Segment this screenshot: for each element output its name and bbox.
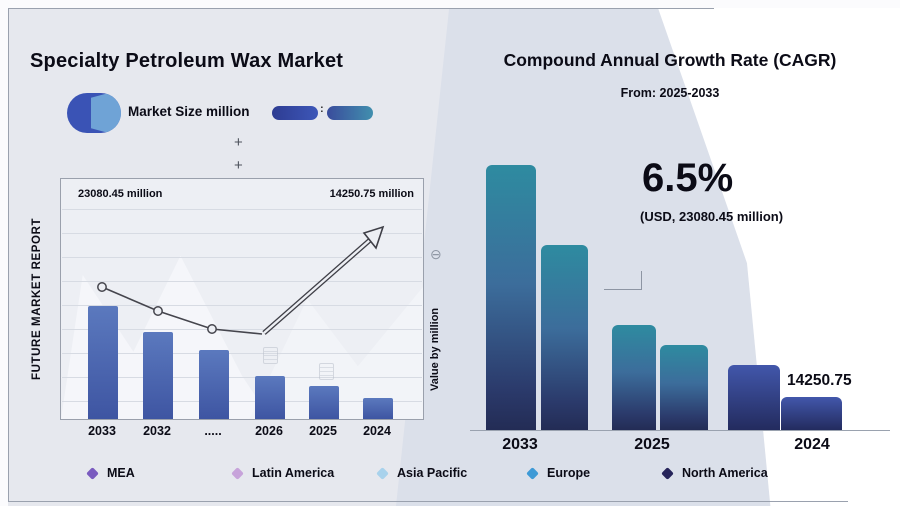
frame-border-top — [8, 8, 714, 9]
bracket-decoration — [641, 271, 642, 290]
x-axis-label: 2026 — [255, 424, 283, 438]
callout-value: 14250.75 — [787, 372, 852, 389]
document-icon — [263, 347, 278, 364]
plus-decoration: + — [234, 134, 243, 151]
x-axis-label: 2024 — [363, 424, 391, 438]
document-icon — [319, 363, 334, 380]
legend-pill-teal-icon — [327, 106, 373, 120]
plus-decoration: + — [234, 157, 243, 174]
left-chart-bar — [363, 398, 393, 419]
legend-label: Asia Pacific — [397, 466, 468, 480]
legend-diamond-icon — [526, 466, 539, 480]
legend-diamond-icon — [86, 466, 99, 480]
x-axis-label: 2033 — [88, 424, 116, 438]
x-axis-line — [470, 430, 890, 431]
cagr-bar — [486, 165, 536, 430]
chart-value-2024: 14250.75 million — [329, 188, 414, 200]
cagr-bar — [541, 245, 588, 430]
legend-item: Asia Pacific — [376, 466, 468, 480]
legend-label: MEA — [107, 466, 135, 480]
left-chart-bar — [309, 386, 339, 419]
bracket-decoration — [604, 289, 642, 290]
frame-border-bottom — [8, 501, 848, 502]
cagr-detail: (USD, 23080.45 million) — [640, 209, 784, 224]
legend-diamond-icon — [231, 466, 244, 480]
legend-label: Latin America — [252, 466, 335, 480]
x-axis-label: 2025 — [309, 424, 337, 438]
market-size-chart: 23080.45 million 14250.75 million — [60, 178, 424, 420]
legend-item: Latin America — [231, 466, 335, 480]
cagr-bar — [660, 345, 708, 430]
chart-value-2033: 23080.45 million — [78, 188, 163, 200]
hexagon-icon — [91, 93, 121, 133]
cagr-bar — [728, 365, 780, 430]
left-chart-bar — [199, 350, 229, 419]
market-size-label: Market Size million — [128, 104, 250, 119]
x-axis-label: 2025 — [634, 436, 670, 453]
legend-pill-dark-icon — [272, 106, 318, 120]
left-chart-bar — [88, 306, 118, 419]
bar-series — [61, 179, 423, 419]
page-title: Specialty Petroleum Wax Market — [30, 50, 344, 72]
left-chart-bar — [143, 332, 173, 419]
cagr-subtitle: From: 2025-2033 — [620, 86, 720, 100]
market-size-capsule-icon — [67, 93, 121, 133]
legend-item: MEA — [86, 466, 135, 480]
left-chart-bar — [255, 376, 285, 419]
pill-separator: : — [320, 103, 324, 115]
frame-border-left — [8, 8, 9, 502]
frame-margin-top — [0, 0, 900, 8]
cagr-bar — [781, 397, 842, 430]
y-axis-label: Value by million — [429, 307, 441, 391]
legend-label: North America — [682, 466, 768, 480]
circle-minus-icon: ⊖ — [430, 246, 442, 262]
cagr-bar — [612, 325, 656, 430]
legend-diamond-icon — [376, 466, 389, 480]
x-axis-label: 2024 — [794, 436, 830, 453]
x-axis-label: 2033 — [502, 436, 538, 453]
side-watermark-label: FUTURE MARKET REPORT — [31, 217, 43, 381]
x-axis-label: 2032 — [143, 424, 171, 438]
legend-item: Europe — [526, 466, 591, 480]
legend-diamond-icon — [661, 466, 674, 480]
frame-margin-left — [0, 0, 8, 506]
cagr-title: Compound Annual Growth Rate (CAGR) — [503, 50, 837, 70]
x-axis-label: ..... — [204, 424, 222, 438]
legend-item: North America — [661, 466, 768, 480]
legend-label: Europe — [547, 466, 591, 480]
cagr-value: 6.5% — [642, 156, 734, 200]
